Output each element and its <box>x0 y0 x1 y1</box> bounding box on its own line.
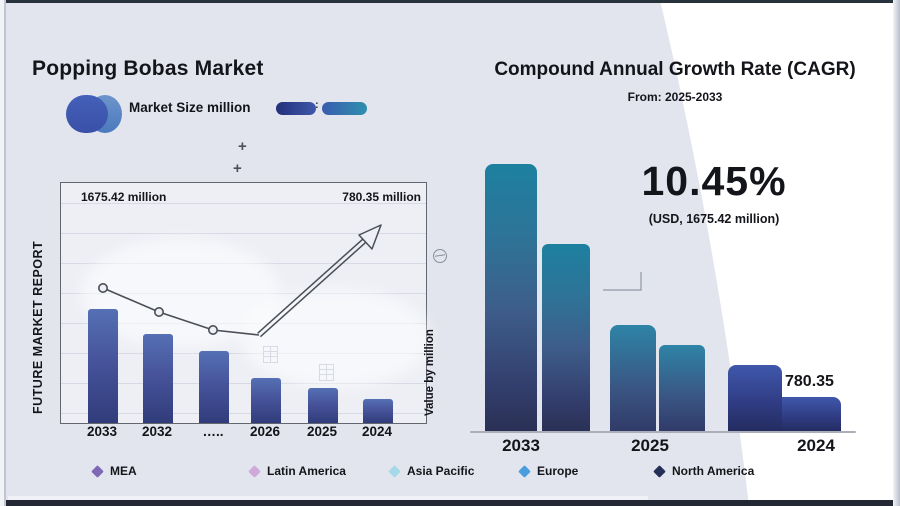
annotation-start-value: 1675.42 million <box>81 190 167 204</box>
hill-watermark <box>241 288 431 388</box>
ratio-pill-left <box>276 102 316 115</box>
x-tick-label: 2024 <box>797 436 835 455</box>
legend-diamond-icon <box>91 464 104 478</box>
legend-label: Latin America <box>267 464 346 478</box>
market-size-bar-2026 <box>251 378 281 423</box>
market-size-bar-2033 <box>88 309 118 423</box>
market-size-bar-2025 <box>308 388 338 423</box>
legend-label: Europe <box>537 464 579 478</box>
x-tick-label: 2026 <box>249 424 281 439</box>
frame-edge-left <box>0 0 4 506</box>
cagr-bar-2024-2 <box>782 397 841 432</box>
left-chart-x-axis-labels: 2033 2032 ….. 2026 2025 2024 <box>60 424 425 442</box>
frame-edge-right <box>893 0 900 506</box>
table-watermark-icon <box>263 346 278 363</box>
cagr-subtitle: From: 2025-2033 <box>627 90 723 104</box>
ratio-pill-right <box>322 102 367 115</box>
plus-mark-1: + <box>238 138 247 155</box>
cagr-bar-2033-1 <box>485 164 537 432</box>
cagr-title: Compound Annual Growth Rate (CAGR) <box>494 59 856 80</box>
step-line-decoration <box>603 272 642 291</box>
market-size-bar-2032 <box>143 334 173 423</box>
value-label-780: 780.35 <box>785 373 834 390</box>
legend-diamond-icon <box>518 464 531 478</box>
cagr-value: 10.45% <box>641 158 787 204</box>
legend-label: Asia Pacific <box>407 464 475 478</box>
legend-label: North America <box>672 464 755 478</box>
market-size-bar-….. <box>199 351 229 423</box>
x-tick-label: 2033 <box>502 436 540 455</box>
legend-item-latin-america: Latin America <box>248 464 346 478</box>
frame-edge-left-line <box>4 0 6 506</box>
frame-edge-top <box>0 0 900 3</box>
legend-diamond-icon <box>653 464 666 478</box>
frame-edge-bottom-highlight <box>8 496 648 500</box>
bar-gap <box>656 345 659 400</box>
market-size-legend-label: Market Size million <box>129 100 251 115</box>
cagr-bar-2024-1 <box>728 365 782 432</box>
circle-minus-icon <box>433 249 447 263</box>
cagr-detail: (USD, 1675.42 million) <box>648 212 780 226</box>
right-chart-axis-line <box>470 431 856 433</box>
annotation-end-value: 780.35 million <box>342 190 421 204</box>
legend-item-north-america: North America <box>653 464 755 478</box>
legend-label: MEA <box>110 464 137 478</box>
legend-item-asia-pacific: Asia Pacific <box>388 464 475 478</box>
x-tick-label: 2025 <box>306 424 338 439</box>
ratio-colon: : <box>315 99 319 111</box>
market-size-bar-2024 <box>363 399 393 423</box>
x-tick-label: 2025 <box>631 436 669 455</box>
cagr-bar-2025-2 <box>659 345 705 432</box>
x-tick-label: 2024 <box>361 424 393 439</box>
cagr-bar-2025-1 <box>610 325 656 432</box>
legend-item-mea: MEA <box>91 464 137 478</box>
capsule-icon <box>66 95 122 133</box>
table-watermark-icon <box>319 364 334 381</box>
frame-edge-bottom <box>0 500 900 506</box>
left-chart-y-axis-label: FUTURE MARKET REPORT <box>31 240 45 414</box>
page-title: Popping Bobas Market <box>32 57 264 80</box>
right-chart-y-axis-label: Value by million <box>424 329 436 416</box>
x-tick-label: ….. <box>202 424 224 439</box>
x-tick-label: 2033 <box>86 424 118 439</box>
cagr-bar-2033-2 <box>542 244 590 432</box>
bar-gap <box>537 244 542 379</box>
x-tick-label: 2032 <box>141 424 173 439</box>
capsule-icon-body <box>66 95 108 133</box>
legend-item-europe: Europe <box>518 464 579 478</box>
legend-diamond-icon <box>388 464 401 478</box>
market-size-chart: 1675.42 million 780.35 million <box>60 182 431 424</box>
legend-diamond-icon <box>248 464 261 478</box>
plus-mark-2: + <box>233 160 242 177</box>
growth-arrow <box>257 224 382 338</box>
region-legend: MEA Latin America Asia Pacific Europe North … <box>0 464 900 488</box>
trend-line-and-arrow <box>97 224 382 338</box>
